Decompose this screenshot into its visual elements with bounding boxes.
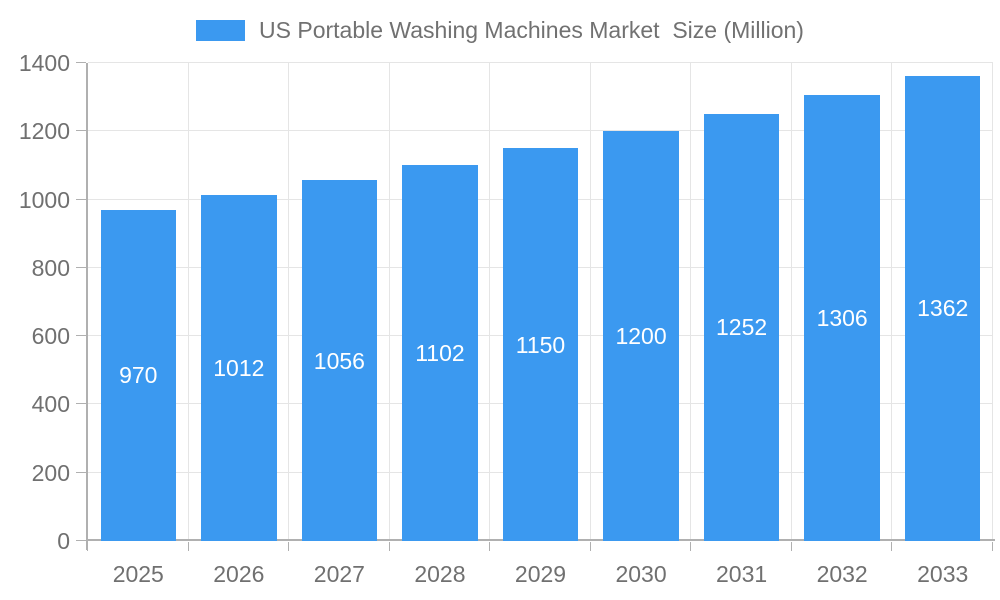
y-axis-label: 400 [31, 391, 70, 418]
legend-label: US Portable Washing Machines Market Size… [259, 17, 804, 43]
y-axis-tick [76, 540, 86, 541]
x-axis-label: 2028 [414, 561, 466, 587]
legend-swatch [196, 19, 246, 41]
y-axis-tick [76, 130, 86, 132]
y-axis-tick [76, 471, 86, 473]
x-axis-label: 2025 [112, 561, 164, 587]
y-axis-tick [76, 198, 86, 200]
bar-2029[interactable]: 1150 [502, 148, 579, 541]
y-axis-line [86, 63, 88, 550]
x-axis-label: 2029 [514, 561, 567, 587]
bar-2027[interactable]: 1056 [301, 180, 378, 541]
bar-value-label: 1056 [313, 347, 365, 374]
bar-2033[interactable]: 1362 [905, 75, 981, 541]
bar-2030[interactable]: 1200 [603, 131, 679, 541]
x-axis-tick [690, 542, 692, 551]
bar-2032[interactable]: 1306 [804, 95, 880, 541]
gridline-vertical [891, 63, 893, 541]
y-axis-label: 1000 [18, 186, 70, 213]
legend[interactable]: US Portable Washing Machines Market Size… [0, 17, 1000, 43]
x-axis-label: 2031 [716, 561, 768, 587]
bar-value-label: 1252 [716, 314, 768, 341]
gridline-horizontal [88, 62, 993, 63]
x-axis-label: 2032 [816, 561, 868, 587]
y-axis-label: 800 [31, 254, 70, 281]
gridline-vertical [288, 63, 290, 541]
x-axis-tick [790, 542, 792, 551]
bar-value-label: 970 [119, 362, 158, 389]
x-axis-tick [187, 542, 189, 551]
bar-value-label: 1306 [816, 305, 868, 332]
y-axis-label: 0 [57, 528, 70, 554]
x-axis-tick [992, 542, 993, 551]
bar-value-label: 1200 [615, 323, 667, 350]
y-axis-tick [76, 62, 86, 63]
gridline-vertical [690, 63, 692, 541]
bar-2025[interactable]: 970 [100, 209, 176, 541]
bar-value-label: 1102 [415, 339, 465, 366]
gridline-vertical [992, 63, 993, 541]
gridline-vertical [388, 63, 390, 541]
gridline-vertical [489, 63, 491, 541]
x-axis-label: 2026 [213, 561, 265, 587]
x-axis-tick [489, 542, 491, 551]
y-axis-label: 1200 [18, 118, 70, 145]
x-axis-label: 2033 [917, 561, 969, 587]
bar-2031[interactable]: 1252 [703, 113, 780, 541]
bar-2028[interactable]: 1102 [402, 164, 478, 541]
x-axis-tick [388, 542, 390, 551]
y-axis-label: 200 [31, 459, 70, 486]
bar-value-label: 1012 [213, 355, 265, 382]
gridline-vertical [589, 63, 591, 541]
bar-value-label: 1150 [515, 331, 566, 358]
gridline-horizontal [88, 130, 993, 132]
y-axis-label: 600 [31, 323, 70, 350]
bar-2026[interactable]: 1012 [201, 195, 277, 541]
x-axis-tick [589, 542, 591, 551]
x-axis-label: 2030 [615, 561, 667, 587]
y-axis-tick [76, 403, 86, 405]
gridline-vertical [187, 63, 189, 541]
y-axis-tick [76, 335, 86, 337]
y-axis-tick [76, 266, 86, 268]
y-axis-label: 1400 [18, 50, 70, 76]
x-axis-tick [288, 542, 290, 551]
gridline-vertical [790, 63, 792, 541]
x-axis-tick [891, 542, 893, 551]
x-axis-label: 2027 [313, 561, 365, 587]
bar-value-label: 1362 [917, 295, 969, 322]
